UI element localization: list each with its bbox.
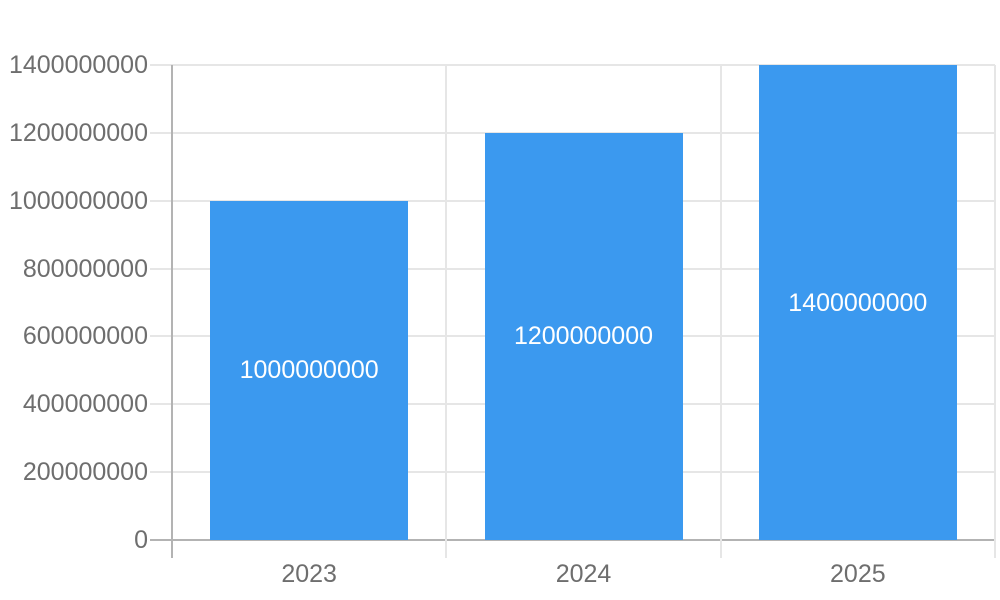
y-axis-tick-label: 0 (134, 526, 148, 554)
bar[interactable] (210, 200, 409, 540)
bar[interactable] (758, 65, 957, 540)
y-axis-tick-label: 800000000 (22, 254, 148, 283)
y-axis-line (171, 65, 173, 558)
y-axis-tick-label: 600000000 (22, 322, 148, 351)
x-axis-tick-label: 2025 (830, 560, 886, 588)
x-axis-tick-label: 2024 (555, 560, 612, 588)
y-gridline (150, 64, 995, 66)
x-axis-tick-label: 2023 (281, 560, 337, 588)
y-axis-tick-label: 400000000 (22, 390, 148, 419)
y-axis-tick-label: 1000000000 (8, 186, 148, 215)
x-gridline (445, 65, 448, 558)
x-gridline (994, 65, 996, 558)
y-gridline (150, 539, 995, 541)
y-axis-tick-label: 200000000 (22, 458, 148, 487)
bar-value-label: 1000000000 (239, 356, 379, 385)
x-gridline (719, 65, 722, 558)
bar[interactable] (484, 132, 683, 540)
y-axis-tick-label: 1400000000 (8, 51, 148, 79)
y-axis-tick-label: 1200000000 (8, 118, 148, 147)
bar-value-label: 1400000000 (788, 288, 928, 317)
bar-value-label: 1200000000 (513, 322, 654, 351)
